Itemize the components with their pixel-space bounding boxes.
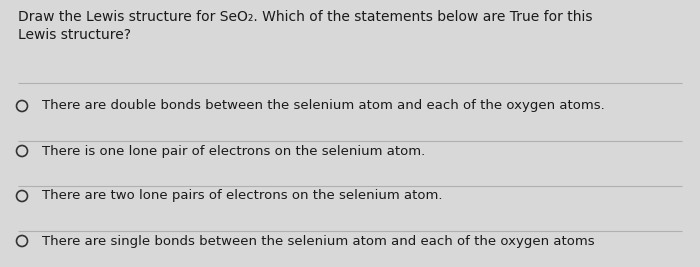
Text: There is one lone pair of electrons on the selenium atom.: There is one lone pair of electrons on t… (42, 144, 426, 158)
Text: Draw the Lewis structure for SeO₂. Which of the statements below are True for th: Draw the Lewis structure for SeO₂. Which… (18, 10, 592, 24)
Text: There are single bonds between the selenium atom and each of the oxygen atoms: There are single bonds between the selen… (42, 234, 594, 248)
Text: There are double bonds between the selenium atom and each of the oxygen atoms.: There are double bonds between the selen… (42, 100, 605, 112)
Text: There are two lone pairs of electrons on the selenium atom.: There are two lone pairs of electrons on… (42, 190, 442, 202)
Text: Lewis structure?: Lewis structure? (18, 28, 131, 42)
